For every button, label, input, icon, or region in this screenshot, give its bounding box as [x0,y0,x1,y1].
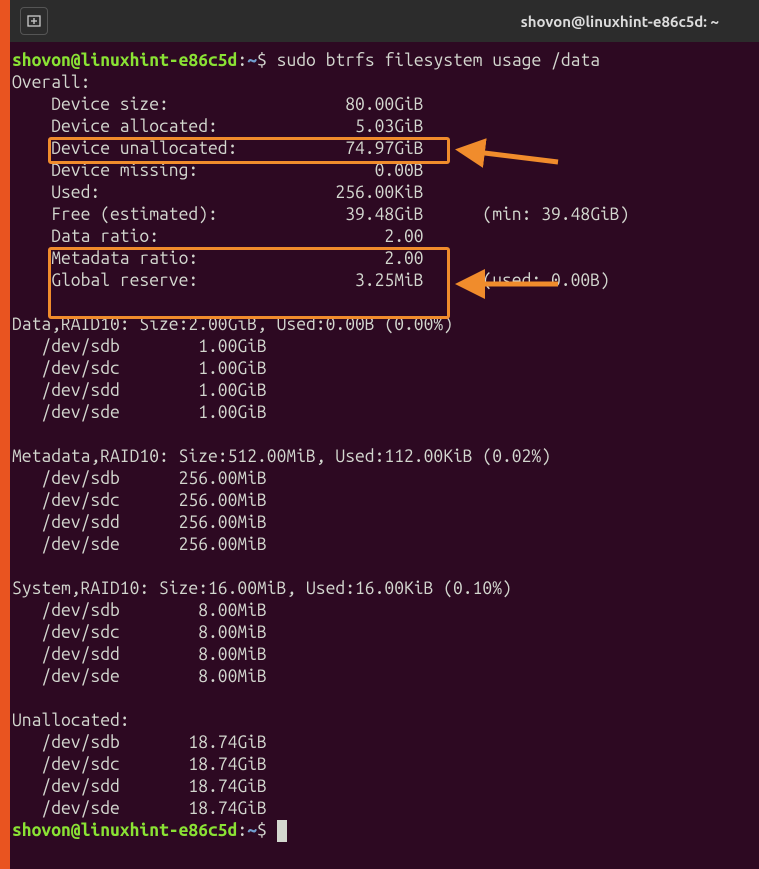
overall-row: Device missing: 0.00B [12,160,757,182]
overall-row: Device size: 80.00GiB [12,94,757,116]
section-row: /dev/sdb 18.74GiB [12,732,757,754]
section-row: /dev/sdc 8.00MiB [12,622,757,644]
prompt-line: shovon@linuxhint-e86c5d:~$ sudo btrfs fi… [12,50,757,72]
overall-row: Global reserve: 3.25MiB (used: 0.00B) [12,270,757,292]
section-row: /dev/sdb 1.00GiB [12,336,757,358]
section-header: Unallocated: [12,710,757,732]
desktop-sidebar [0,0,10,869]
section-row: /dev/sde 8.00MiB [12,666,757,688]
overall-row: Metadata ratio: 2.00 [12,248,757,270]
section-row: /dev/sdd 256.00MiB [12,512,757,534]
overall-row: Device allocated: 5.03GiB [12,116,757,138]
section-row: /dev/sde 18.74GiB [12,798,757,820]
prompt-user-host: shovon@linuxhint-e86c5d [12,51,237,70]
section-row: /dev/sdd 8.00MiB [12,644,757,666]
overall-row: Free (estimated): 39.48GiB (min: 39.48Gi… [12,204,757,226]
section-row: /dev/sdd 1.00GiB [12,380,757,402]
overall-row: Data ratio: 2.00 [12,226,757,248]
overall-row: Used: 256.00KiB [12,182,757,204]
prompt-line: shovon@linuxhint-e86c5d:~$ [12,820,757,842]
section-row: /dev/sdb 256.00MiB [12,468,757,490]
terminal-body[interactable]: shovon@linuxhint-e86c5d:~$ sudo btrfs fi… [10,42,759,869]
cursor [277,820,287,842]
section-header: Data,RAID10: Size:2.00GiB, Used:0.00B (0… [12,314,757,336]
section-header: System,RAID10: Size:16.00MiB, Used:16.00… [12,578,757,600]
prompt-path: ~ [247,51,257,70]
section-row: /dev/sdb 8.00MiB [12,600,757,622]
window-titlebar: shovon@linuxhint-e86c5d: ~ [10,0,759,42]
section-row: /dev/sde 1.00GiB [12,402,757,424]
section-row: /dev/sdc 18.74GiB [12,754,757,776]
section-row: /dev/sde 256.00MiB [12,534,757,556]
window-title: shovon@linuxhint-e86c5d: ~ [521,13,749,30]
section-row: /dev/sdd 18.74GiB [12,776,757,798]
section-row: /dev/sdc 256.00MiB [12,490,757,512]
overall-row: Device unallocated: 74.97GiB [12,138,757,160]
new-tab-button[interactable] [20,7,48,35]
terminal-window: shovon@linuxhint-e86c5d: ~ shovon@linuxh… [10,0,759,869]
command-text: sudo btrfs filesystem usage /data [277,51,600,70]
section-header: Metadata,RAID10: Size:512.00MiB, Used:11… [12,446,757,468]
overall-heading: Overall: [12,72,757,94]
section-row: /dev/sdc 1.00GiB [12,358,757,380]
